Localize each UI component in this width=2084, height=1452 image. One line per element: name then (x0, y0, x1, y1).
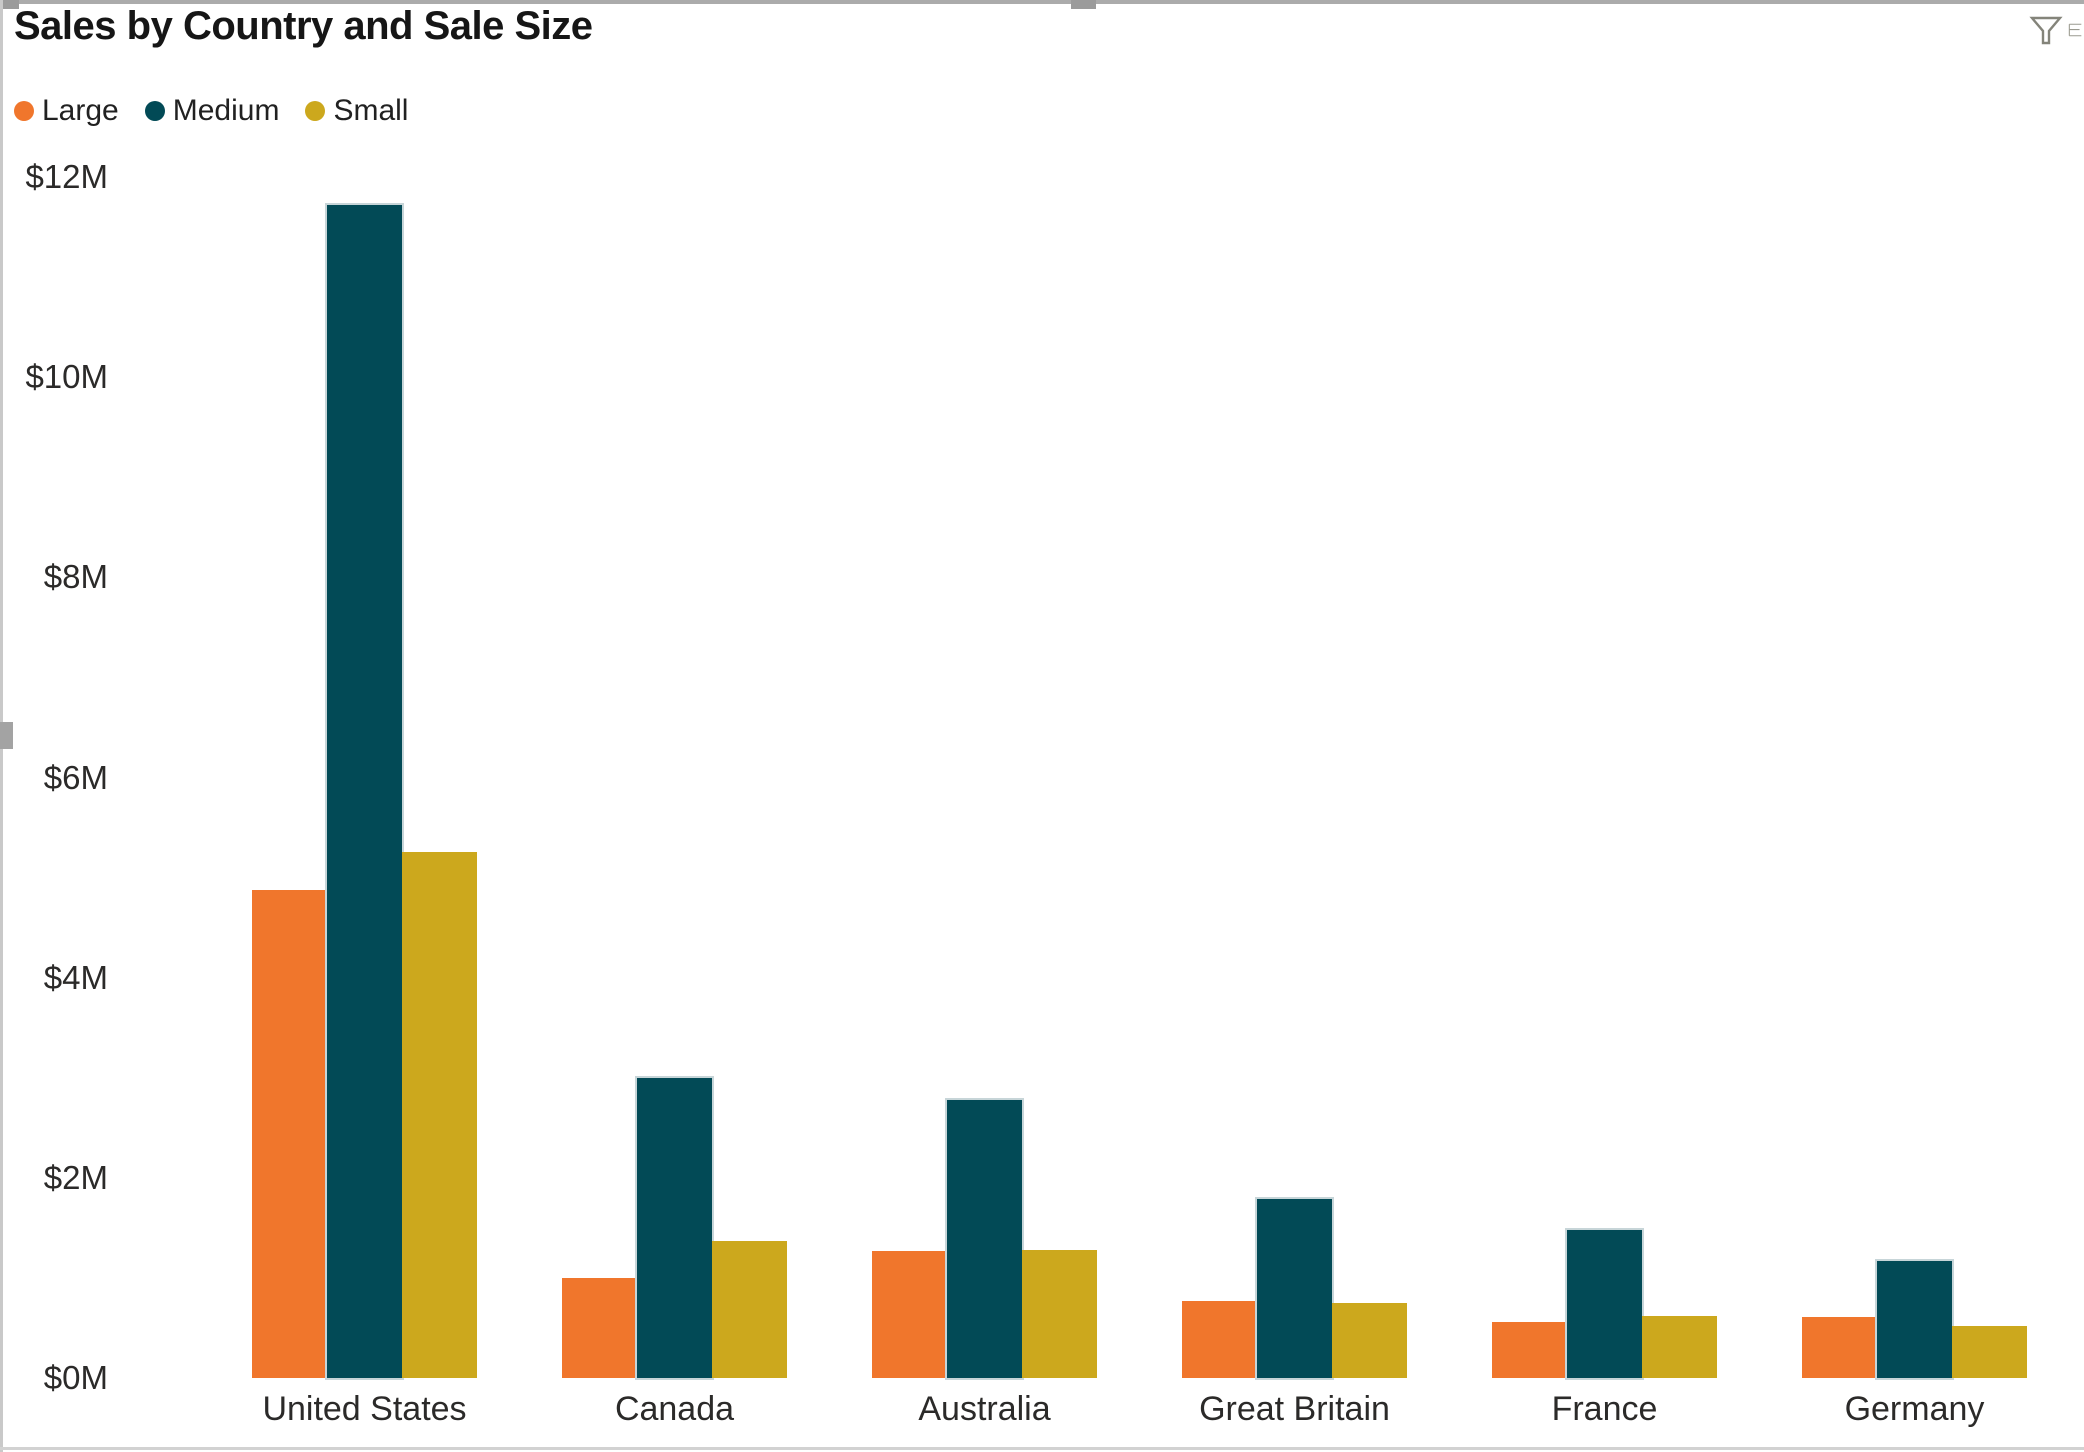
bar-france-medium[interactable] (1565, 1227, 1644, 1380)
filter-icon[interactable] (2024, 8, 2068, 52)
x-axis-category-label: United States (262, 1390, 467, 1428)
horizontal-scrollbar-track[interactable] (0, 0, 2084, 4)
visual-toolbar (2024, 8, 2084, 52)
x-axis-category-label: France (1551, 1390, 1658, 1428)
x-axis-category-label: Australia (918, 1390, 1051, 1428)
bar-germany-medium[interactable] (1875, 1258, 1954, 1380)
legend-dot-small (305, 101, 326, 121)
horizontal-scrollbar-thumb[interactable] (1071, 0, 1096, 9)
bar-australia-medium[interactable] (945, 1097, 1024, 1380)
bar-australia-large[interactable] (872, 1250, 947, 1378)
legend-item-large[interactable]: Large (14, 94, 119, 128)
bar-great-britain-medium[interactable] (1255, 1196, 1334, 1380)
legend-item-medium[interactable]: Medium (144, 94, 280, 128)
y-axis-tick-label: $4M (43, 958, 108, 996)
bar-france-large[interactable] (1492, 1321, 1567, 1378)
x-axis-category-label: Germany (1844, 1390, 1985, 1428)
bar-canada-large[interactable] (562, 1277, 637, 1378)
bar-germany-large[interactable] (1802, 1316, 1877, 1378)
x-axis-category-label: Canada (614, 1390, 735, 1428)
bar-canada-small[interactable] (712, 1240, 787, 1378)
x-axis-category-label: Great Britain (1199, 1390, 1390, 1428)
visual-title: Sales by Country and Sale Size (14, 4, 593, 48)
y-axis-tick-label: $6M (43, 758, 108, 796)
window-bottom-edge (0, 1447, 2084, 1450)
bar-united-states-large[interactable] (252, 889, 327, 1378)
bar-australia-small[interactable] (1022, 1249, 1097, 1378)
legend-label: Small (333, 94, 409, 127)
y-axis-tick-label: $2M (43, 1158, 108, 1196)
more-options-icon[interactable] (2068, 8, 2084, 52)
bar-united-states-small[interactable] (402, 851, 477, 1378)
bar-great-britain-small[interactable] (1332, 1302, 1407, 1378)
bar-canada-medium[interactable] (635, 1075, 714, 1381)
y-axis-tick-label: $10M (25, 358, 108, 396)
legend-label: Medium (172, 94, 280, 127)
vertical-scrollbar-thumb[interactable] (0, 722, 13, 749)
bar-great-britain-large[interactable] (1182, 1300, 1257, 1378)
bar-united-states-medium[interactable] (325, 203, 404, 1380)
legend-dot-medium (144, 101, 165, 121)
bar-france-small[interactable] (1642, 1315, 1717, 1378)
legend-dot-large (14, 101, 34, 121)
y-axis-tick-label: $8M (43, 558, 108, 596)
filter-funnel-glyph (2029, 16, 2063, 45)
y-axis-tick-label: $0M (43, 1359, 108, 1396)
scrollbar-corner (0, 0, 19, 9)
more-options-glyph (2068, 23, 2082, 37)
y-axis-tick-label: $12M (25, 158, 108, 195)
bar-germany-small[interactable] (1952, 1325, 2027, 1378)
chart-legend: Large Medium Small (14, 94, 408, 128)
legend-item-small[interactable]: Small (305, 94, 408, 128)
legend-label: Large (42, 94, 119, 127)
